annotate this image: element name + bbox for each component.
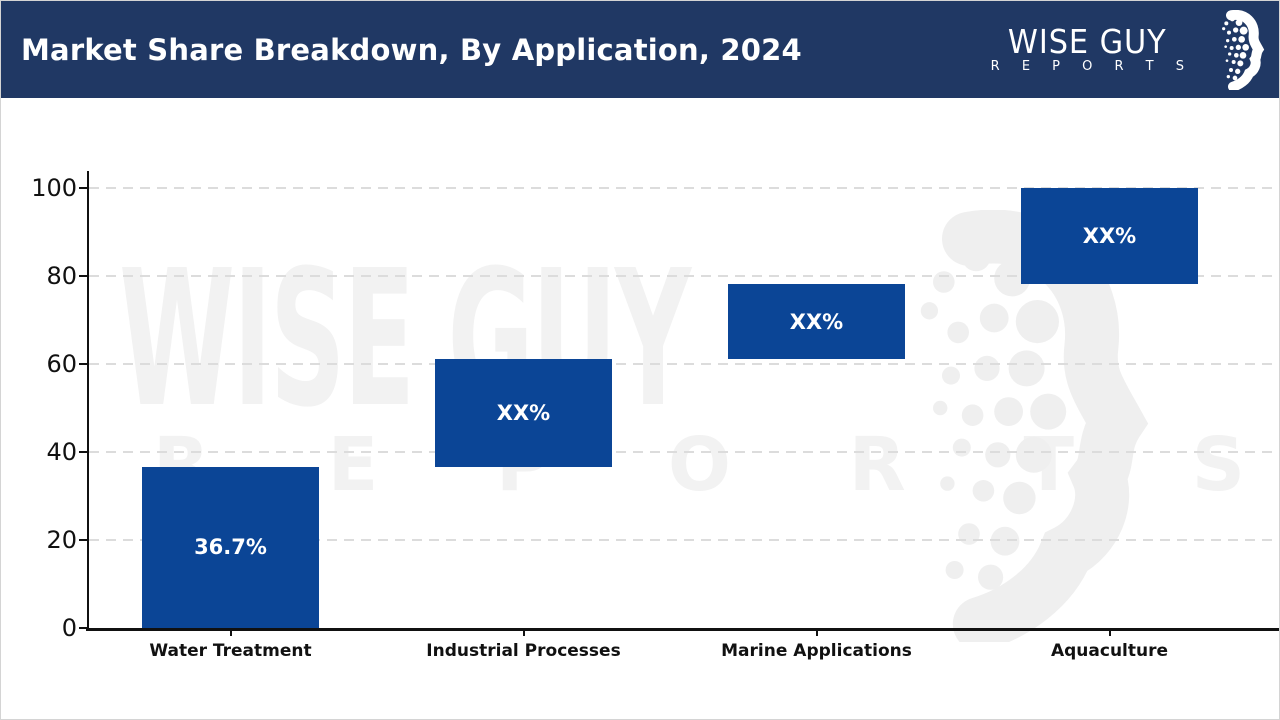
chart-title: Market Share Breakdown, By Application, …: [21, 32, 802, 67]
x-tick-label-aquaculture: Aquaculture: [1050, 641, 1169, 661]
y-tick-label-40: 40: [46, 438, 77, 466]
y-tick-mark-20: [79, 539, 87, 541]
y-tick-mark-100: [79, 187, 87, 189]
bar-water-treatment: 36.7%: [142, 466, 319, 628]
y-tick-label-60: 60: [46, 350, 77, 378]
y-tick-label-100: 100: [31, 174, 77, 202]
logo-brand-subtitle: R E P O R T S: [990, 58, 1193, 74]
wiseguy-head-icon: [1195, 10, 1267, 90]
wiseguy-logo-text: WISE GUY R E P O R T S: [982, 21, 1193, 75]
bar-value-label-marine-applications: XX%: [789, 309, 844, 334]
x-tick-mark-marine-applications: [815, 628, 818, 636]
logo-brand-name: WISE GUY: [1007, 21, 1167, 61]
bar-industrial-processes: XX%: [435, 359, 612, 467]
x-tick-label-industrial-processes: Industrial Processes: [426, 641, 621, 661]
y-axis-line: [87, 171, 89, 630]
x-tick-label-marine-applications: Marine Applications: [721, 641, 912, 661]
header: Market Share Breakdown, By Application, …: [1, 1, 1279, 98]
y-tick-mark-60: [79, 363, 87, 365]
bar-aquaculture: XX%: [1021, 188, 1198, 284]
plot: 0 20 40 60 80 100 36.7% Water Treatment XX% Indus…: [1, 98, 1279, 719]
gridline-40: [89, 451, 1277, 453]
bar-value-label-industrial-processes: XX%: [496, 400, 551, 425]
gridline-60: [89, 363, 1277, 365]
y-tick-label-80: 80: [46, 262, 77, 290]
gridline-20: [89, 539, 1277, 541]
gridline-80: [89, 275, 1277, 277]
x-tick-mark-water-treatment: [229, 628, 232, 636]
y-tick-label-20: 20: [46, 526, 77, 554]
y-tick-mark-0: [79, 627, 87, 629]
bar-value-label-aquaculture: XX%: [1082, 223, 1137, 248]
y-tick-mark-80: [79, 275, 87, 277]
x-tick-label-water-treatment: Water Treatment: [149, 641, 312, 661]
chart-area: WISE GUY R E P O R T S 0 20 40 60 80 100 36.7%…: [1, 98, 1279, 719]
bar-marine-applications: XX%: [728, 283, 905, 360]
y-tick-label-0: 0: [61, 614, 77, 642]
x-tick-mark-industrial-processes: [522, 628, 525, 636]
x-tick-mark-aquaculture: [1108, 628, 1111, 636]
wiseguy-logo: WISE GUY R E P O R T S: [982, 10, 1267, 90]
x-axis-line: [86, 628, 1279, 631]
gridline-100: [89, 187, 1277, 189]
y-tick-mark-40: [79, 451, 87, 453]
bar-value-label-water-treatment: 36.7%: [194, 535, 267, 560]
